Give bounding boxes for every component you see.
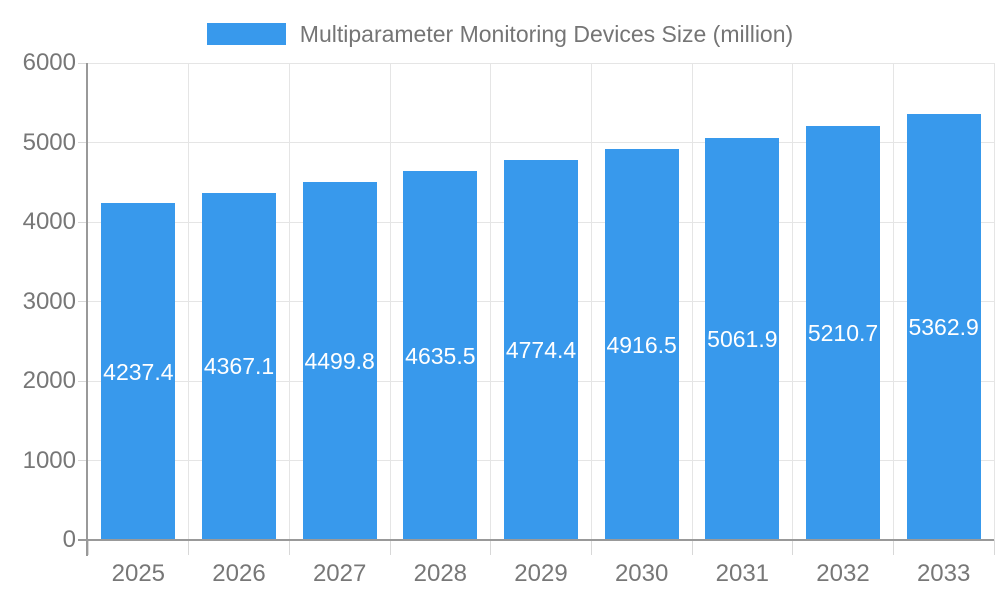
x-tick-mark — [792, 540, 794, 555]
y-tick-mark — [78, 380, 88, 382]
x-tick-mark — [691, 540, 693, 555]
y-tick-mark — [78, 221, 88, 223]
bar-value-label: 4774.4 — [505, 337, 577, 364]
y-tick-mark — [78, 301, 88, 302]
x-gridline — [490, 63, 492, 540]
x-gridline — [993, 63, 995, 540]
x-gridline — [590, 63, 592, 540]
y-gridline — [88, 62, 994, 64]
y-tick-mark — [78, 142, 88, 143]
y-axis-tick-label: 3000 — [22, 287, 76, 315]
x-tick-mark — [87, 540, 89, 555]
y-axis-tick-label: 0 — [62, 526, 76, 553]
x-axis-tick-label: 2027 — [312, 560, 367, 587]
x-axis-tick-label: 2032 — [816, 560, 870, 587]
x-tick-mark — [188, 540, 190, 555]
bar-value-label: 5061.9 — [707, 325, 778, 352]
legend-swatch — [206, 23, 286, 45]
x-gridline — [288, 63, 290, 540]
x-axis-tick-label: 2030 — [614, 560, 669, 587]
bar-2029 — [504, 160, 578, 540]
x-axis-tick-label: 2026 — [212, 560, 266, 587]
bar-value-label: 5362.9 — [908, 313, 979, 340]
bar-2032 — [806, 125, 880, 540]
y-axis-line — [86, 63, 88, 556]
x-axis-tick-label: 2033 — [916, 560, 971, 587]
bar-2025 — [101, 203, 176, 540]
bar-2028 — [403, 171, 478, 540]
x-tick-mark — [288, 540, 290, 555]
bar-2031 — [705, 137, 780, 540]
x-gridline — [792, 63, 794, 540]
y-axis-tick-label: 5000 — [22, 128, 76, 156]
bar-2026 — [202, 192, 276, 540]
bar-value-label: 4237.4 — [103, 358, 174, 385]
x-axis-line — [78, 539, 994, 541]
x-tick-mark — [590, 540, 592, 555]
x-gridline — [188, 63, 190, 540]
y-tick-mark — [78, 62, 88, 64]
x-gridline — [389, 63, 391, 540]
legend-item[interactable]: Multiparameter Monitoring Devices Size (… — [0, 21, 1000, 47]
legend-label: Multiparameter Monitoring Devices Size (… — [299, 20, 794, 47]
bar-value-label: 4367.1 — [203, 353, 275, 380]
y-axis-tick-label: 1000 — [22, 446, 76, 474]
x-axis-tick-label: 2028 — [413, 560, 468, 587]
x-axis-tick-label: 2029 — [514, 560, 568, 587]
x-axis-tick-label: 2025 — [111, 560, 166, 587]
y-gridline — [88, 142, 994, 143]
bar-value-label: 5210.7 — [807, 319, 879, 346]
y-axis-tick-label: 4000 — [22, 208, 76, 235]
x-axis-tick-label: 2031 — [715, 560, 770, 587]
bar-2030 — [604, 149, 679, 540]
y-axis-tick-label: 2000 — [22, 367, 76, 394]
bar-2033 — [906, 113, 981, 540]
x-gridline — [691, 63, 693, 540]
x-tick-mark — [490, 540, 492, 555]
bar-2027 — [302, 182, 377, 540]
bar-value-label: 4916.5 — [606, 331, 677, 358]
bar-value-label: 4635.5 — [405, 342, 476, 369]
y-axis-tick-label: 6000 — [22, 49, 76, 76]
x-gridline — [892, 63, 894, 540]
y-tick-mark — [78, 460, 88, 461]
bar-value-label: 4499.8 — [304, 348, 375, 375]
x-tick-mark — [389, 540, 391, 555]
x-tick-mark — [892, 540, 894, 555]
x-tick-mark — [993, 540, 995, 555]
